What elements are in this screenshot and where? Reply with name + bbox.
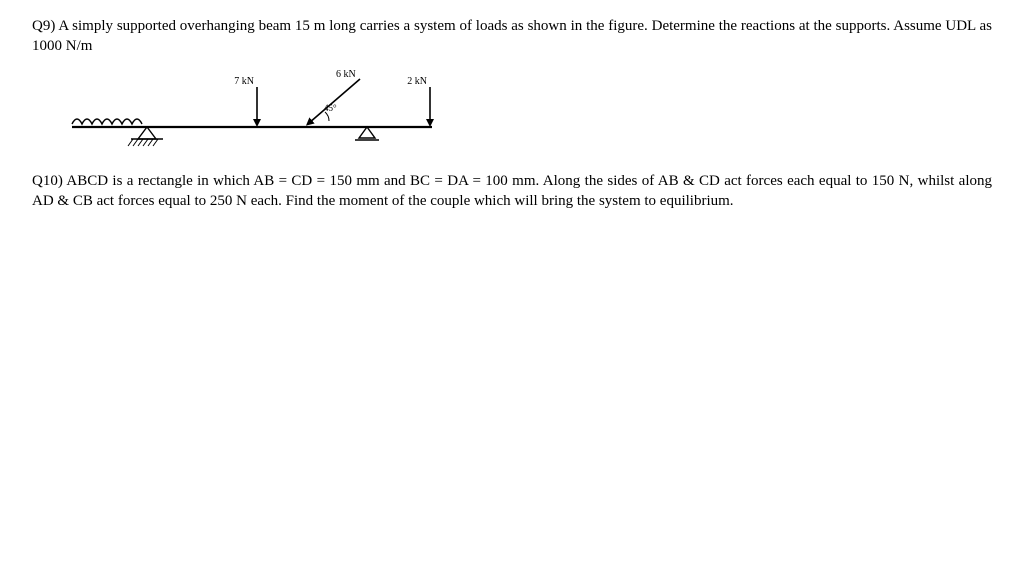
svg-text:45°: 45° xyxy=(324,103,337,113)
svg-text:6 kN: 6 kN xyxy=(336,69,356,80)
svg-text:2 kN: 2 kN xyxy=(407,76,427,87)
svg-text:7 kN: 7 kN xyxy=(234,76,254,87)
question-q9: Q9) A simply supported overhanging beam … xyxy=(32,16,992,57)
q9-text: Q9) A simply supported overhanging beam … xyxy=(32,16,992,57)
question-q10: Q10) ABCD is a rectangle in which AB = C… xyxy=(32,171,992,212)
beam-diagram-container: 7 kN 6 kN 45° 2 kN xyxy=(32,69,452,159)
beam-diagram-icon: 7 kN 6 kN 45° 2 kN xyxy=(32,69,452,159)
q10-text: Q10) ABCD is a rectangle in which AB = C… xyxy=(32,171,992,212)
